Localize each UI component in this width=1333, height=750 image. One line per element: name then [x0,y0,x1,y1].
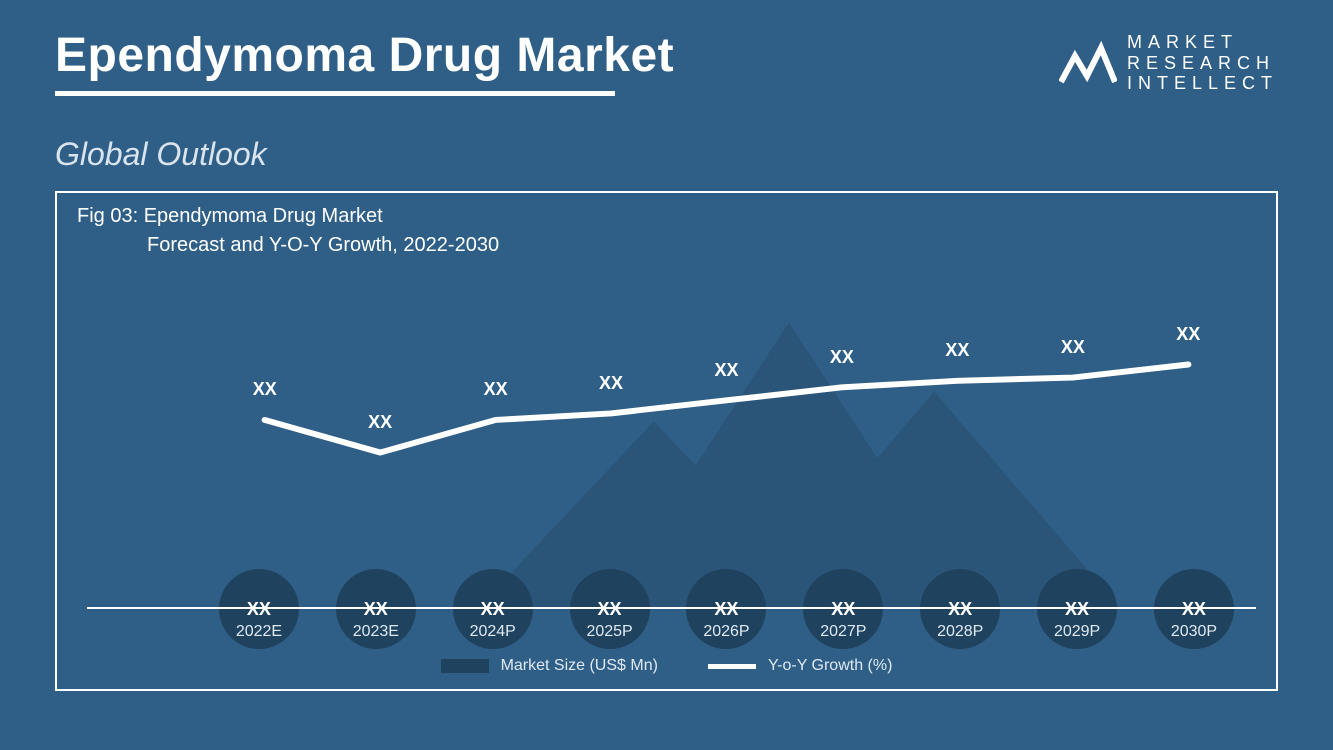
plot-area: XXXXXXXXXXXXXXXXXX XXXXXXXXXXXXXXXXXX 20… [207,283,1246,609]
title-block: Ependymoma Drug Market [55,28,674,96]
page-subtitle: Global Outlook [0,96,1333,183]
title-underline [55,91,615,96]
line-swatch-icon [708,664,756,669]
logo-line2: RESEARCH [1127,53,1278,74]
x-axis-label: 2030P [1142,623,1246,641]
x-axis-label: 2028P [908,623,1012,641]
x-axis-label: 2027P [791,623,895,641]
legend-line-label: Y-o-Y Growth (%) [768,657,892,675]
chart-container: Fig 03: Ependymoma Drug Market Forecast … [55,191,1278,691]
line-point-label: XX [945,340,969,361]
line-point-label: XX [714,360,738,381]
x-axis-label: 2025P [558,623,662,641]
x-axis-line [87,607,1256,609]
line-point-label: XX [253,379,277,400]
figure-title: Fig 03: Ependymoma Drug Market [77,205,1258,228]
line-point-label: XX [1176,324,1200,345]
logo-mark-icon [1059,38,1117,88]
logo-line1: MARKET [1127,32,1278,53]
x-axis-label: 2024P [441,623,545,641]
logo-line3: INTELLECT [1127,73,1278,94]
logo-text: MARKET RESEARCH INTELLECT [1127,32,1278,94]
figure-subtitle: Forecast and Y-O-Y Growth, 2022-2030 [147,234,1258,257]
legend: Market Size (US$ Mn) Y-o-Y Growth (%) [57,657,1276,675]
line-point-label: XX [830,347,854,368]
line-point-label: XX [368,412,392,433]
legend-bar-label: Market Size (US$ Mn) [501,657,658,675]
line-point-label: XX [1061,337,1085,358]
x-axis-label: 2029P [1025,623,1129,641]
line-point-label: XX [484,379,508,400]
legend-item-bar: Market Size (US$ Mn) [441,657,658,675]
x-axis-label: 2026P [675,623,779,641]
line-labels-layer: XX XX XX XX XX XX XX XX XX [207,283,1246,609]
legend-item-line: Y-o-Y Growth (%) [708,657,892,675]
line-point-label: XX [599,373,623,394]
bar-swatch-icon [441,659,489,673]
header: Ependymoma Drug Market MARKET RESEARCH I… [0,0,1333,96]
x-axis-label: 2023E [324,623,428,641]
x-axis-labels: 2022E 2023E 2024P 2025P 2026P 2027P 2028P 2029P… [207,623,1246,641]
brand-logo: MARKET RESEARCH INTELLECT [1059,28,1278,94]
x-axis-label: 2022E [207,623,311,641]
page-title: Ependymoma Drug Market [55,28,674,83]
